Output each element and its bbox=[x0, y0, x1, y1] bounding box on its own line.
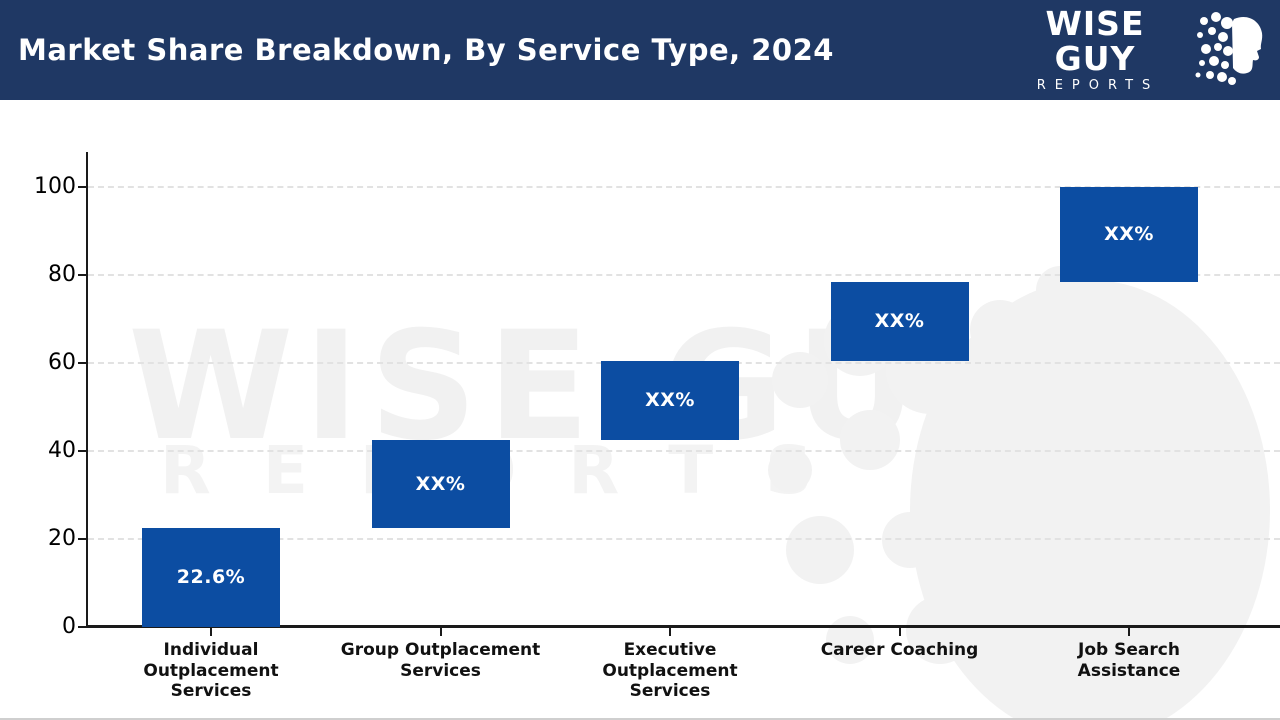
x-tick-mark bbox=[898, 628, 901, 636]
logo-text: WISE GUY REPORTS bbox=[1006, 3, 1184, 94]
category-label: Executive Outplacement Services bbox=[602, 640, 738, 702]
bar-executive-outplacement: XX% bbox=[601, 360, 739, 440]
y-tick-mark bbox=[78, 186, 87, 188]
gridline bbox=[88, 274, 1280, 276]
y-tick-mark bbox=[78, 362, 87, 364]
y-tick-label: 20 bbox=[48, 526, 76, 551]
bar-value-label: XX% bbox=[645, 389, 695, 412]
bar-job-search: XX% bbox=[1060, 187, 1198, 282]
page-title: Market Share Breakdown, By Service Type,… bbox=[18, 33, 834, 67]
bar-value-label: XX% bbox=[1104, 223, 1154, 246]
bar-group-outplacement: XX% bbox=[371, 440, 510, 528]
y-tick-mark bbox=[78, 626, 87, 628]
y-tick-label: 0 bbox=[62, 614, 76, 639]
x-tick-mark bbox=[669, 628, 671, 636]
wise-guy-logo: WISE GUY REPORTS bbox=[1006, 3, 1266, 94]
watermark-head-icon bbox=[768, 266, 1270, 718]
gridline bbox=[88, 450, 1280, 452]
bar-individual-outplacement: 22.6% bbox=[142, 527, 280, 627]
gridline bbox=[88, 538, 1280, 540]
category-label: Individual Outplacement Services bbox=[143, 640, 279, 702]
y-tick-label: 100 bbox=[34, 174, 76, 199]
chart-area: WISE GUY REPORTS 0 20 40 60 80 100 bbox=[0, 100, 1280, 718]
bar-career-coaching: XX% bbox=[830, 281, 969, 361]
logo-subtitle: REPORTS bbox=[1036, 78, 1160, 94]
y-tick-label: 80 bbox=[48, 262, 76, 287]
y-tick-mark bbox=[78, 450, 87, 452]
x-axis-line bbox=[86, 625, 1280, 628]
bar-value-label: 22.6% bbox=[176, 566, 246, 589]
x-tick-mark bbox=[439, 628, 442, 636]
y-tick-label: 60 bbox=[48, 350, 76, 375]
y-tick-mark bbox=[78, 538, 87, 540]
header-bar: Market Share Breakdown, By Service Type,… bbox=[0, 0, 1280, 100]
bar-value-label: XX% bbox=[415, 472, 466, 495]
y-tick-mark bbox=[78, 274, 87, 276]
y-axis-line bbox=[86, 152, 88, 627]
bar-value-label: XX% bbox=[874, 310, 925, 333]
category-label: Job Search Assistance bbox=[1077, 640, 1181, 681]
category-label: Career Coaching bbox=[820, 640, 979, 660]
logo-wordmark: WISE GUY bbox=[1045, 3, 1145, 78]
x-tick-mark bbox=[210, 628, 212, 636]
y-tick-label: 40 bbox=[48, 438, 76, 463]
gridline bbox=[88, 186, 1280, 188]
x-tick-mark bbox=[1128, 628, 1130, 636]
logo-head-icon bbox=[1195, 12, 1263, 85]
category-label: Group Outplacement Services bbox=[340, 640, 541, 681]
